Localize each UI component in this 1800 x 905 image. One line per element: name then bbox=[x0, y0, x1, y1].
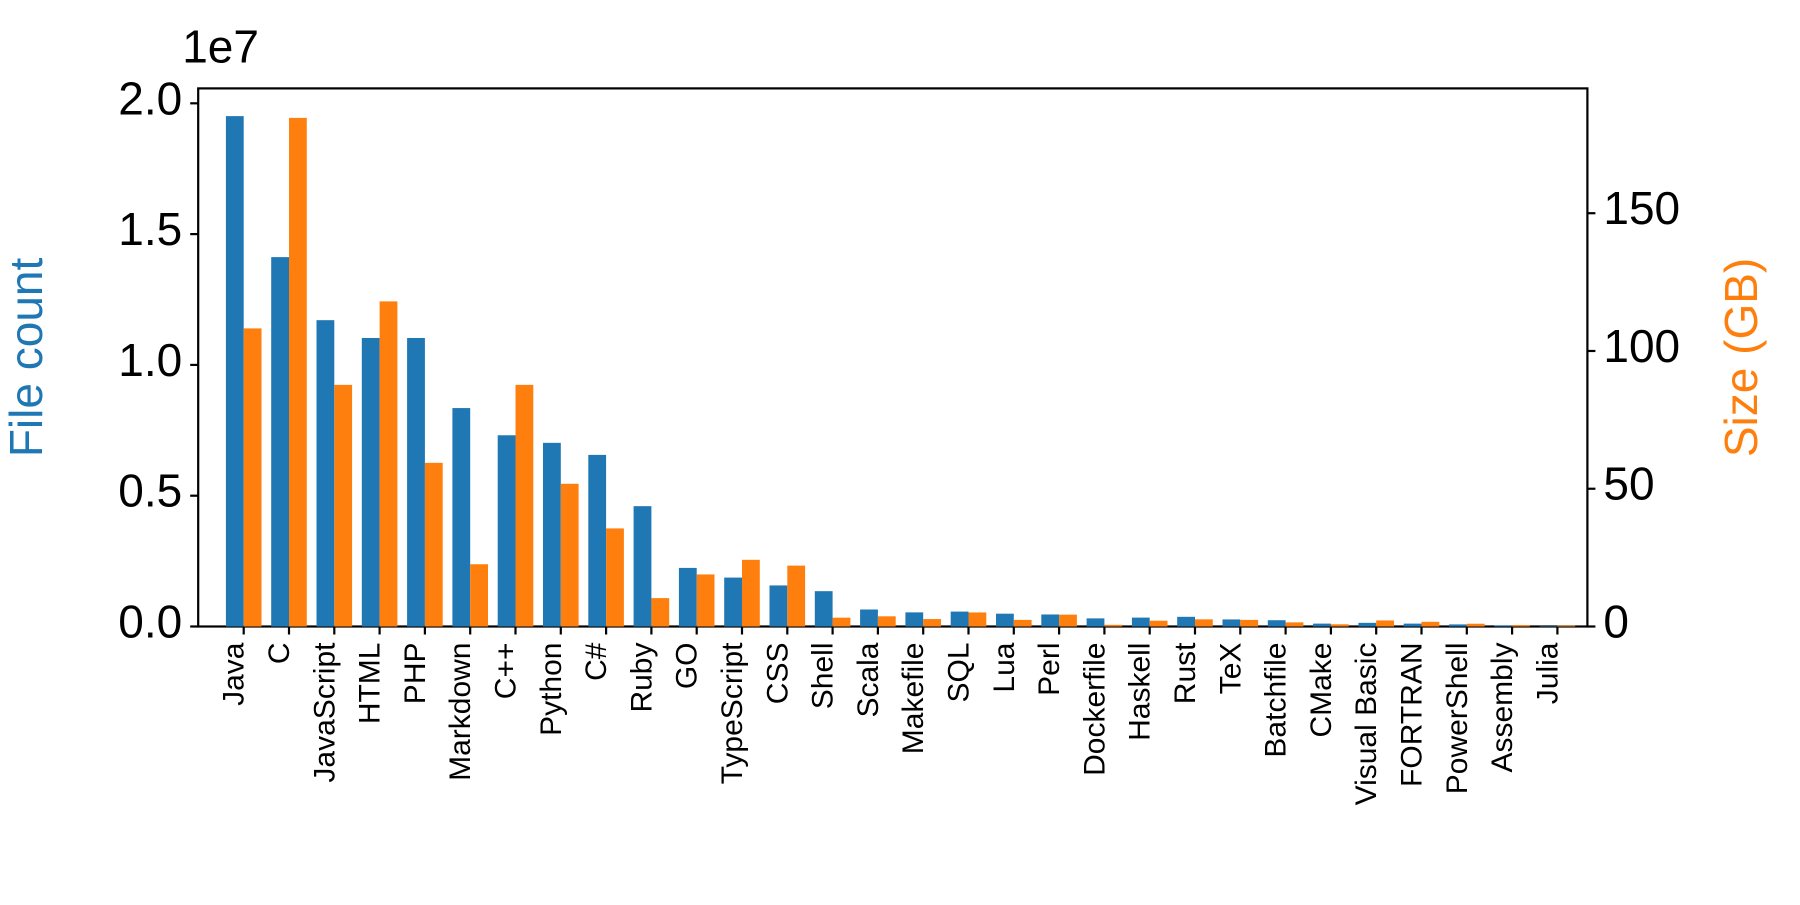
svg-text:2.0: 2.0 bbox=[118, 72, 182, 124]
svg-text:Julia: Julia bbox=[1531, 642, 1564, 704]
svg-text:100: 100 bbox=[1603, 320, 1680, 372]
svg-text:PowerShell: PowerShell bbox=[1441, 643, 1474, 795]
svg-text:PHP: PHP bbox=[399, 643, 432, 705]
svg-text:1.0: 1.0 bbox=[118, 334, 182, 386]
svg-text:50: 50 bbox=[1603, 458, 1654, 510]
svg-text:CMake: CMake bbox=[1305, 643, 1338, 738]
svg-text:Batchfile: Batchfile bbox=[1260, 643, 1293, 758]
svg-text:C++: C++ bbox=[490, 643, 523, 700]
svg-text:C#: C# bbox=[580, 642, 613, 681]
svg-text:Shell: Shell bbox=[807, 643, 840, 710]
svg-text:TeX: TeX bbox=[1214, 643, 1247, 695]
svg-text:Haskell: Haskell bbox=[1124, 643, 1157, 741]
svg-text:Dockerfile: Dockerfile bbox=[1078, 643, 1111, 776]
svg-text:Markdown: Markdown bbox=[444, 643, 477, 781]
svg-text:0.0: 0.0 bbox=[118, 596, 182, 648]
svg-text:TypeScript: TypeScript bbox=[716, 642, 749, 784]
svg-text:Java: Java bbox=[218, 642, 251, 706]
svg-text:C: C bbox=[263, 643, 296, 665]
svg-text:Assembly: Assembly bbox=[1486, 643, 1519, 773]
svg-text:File count: File count bbox=[0, 258, 52, 458]
svg-text:1.5: 1.5 bbox=[118, 203, 182, 255]
svg-text:Rust: Rust bbox=[1169, 642, 1202, 704]
svg-text:150: 150 bbox=[1603, 182, 1680, 234]
svg-text:Python: Python bbox=[535, 643, 568, 736]
svg-text:Lua: Lua bbox=[988, 642, 1021, 692]
svg-text:Ruby: Ruby bbox=[625, 643, 658, 713]
svg-text:Scala: Scala bbox=[852, 642, 885, 717]
svg-text:FORTRAN: FORTRAN bbox=[1396, 643, 1429, 787]
svg-text:0.5: 0.5 bbox=[118, 465, 182, 517]
svg-text:Size (GB): Size (GB) bbox=[1715, 258, 1767, 457]
svg-text:GO: GO bbox=[671, 643, 704, 690]
svg-text:1e7: 1e7 bbox=[182, 20, 259, 72]
svg-text:Perl: Perl bbox=[1033, 643, 1066, 696]
svg-text:Makefile: Makefile bbox=[897, 642, 930, 754]
svg-text:JavaScript: JavaScript bbox=[308, 642, 341, 783]
svg-text:0: 0 bbox=[1603, 596, 1629, 648]
svg-text:HTML: HTML bbox=[354, 643, 387, 725]
svg-text:CSS: CSS bbox=[761, 643, 794, 705]
svg-text:SQL: SQL bbox=[943, 643, 976, 703]
svg-text:Visual Basic: Visual Basic bbox=[1350, 643, 1383, 806]
